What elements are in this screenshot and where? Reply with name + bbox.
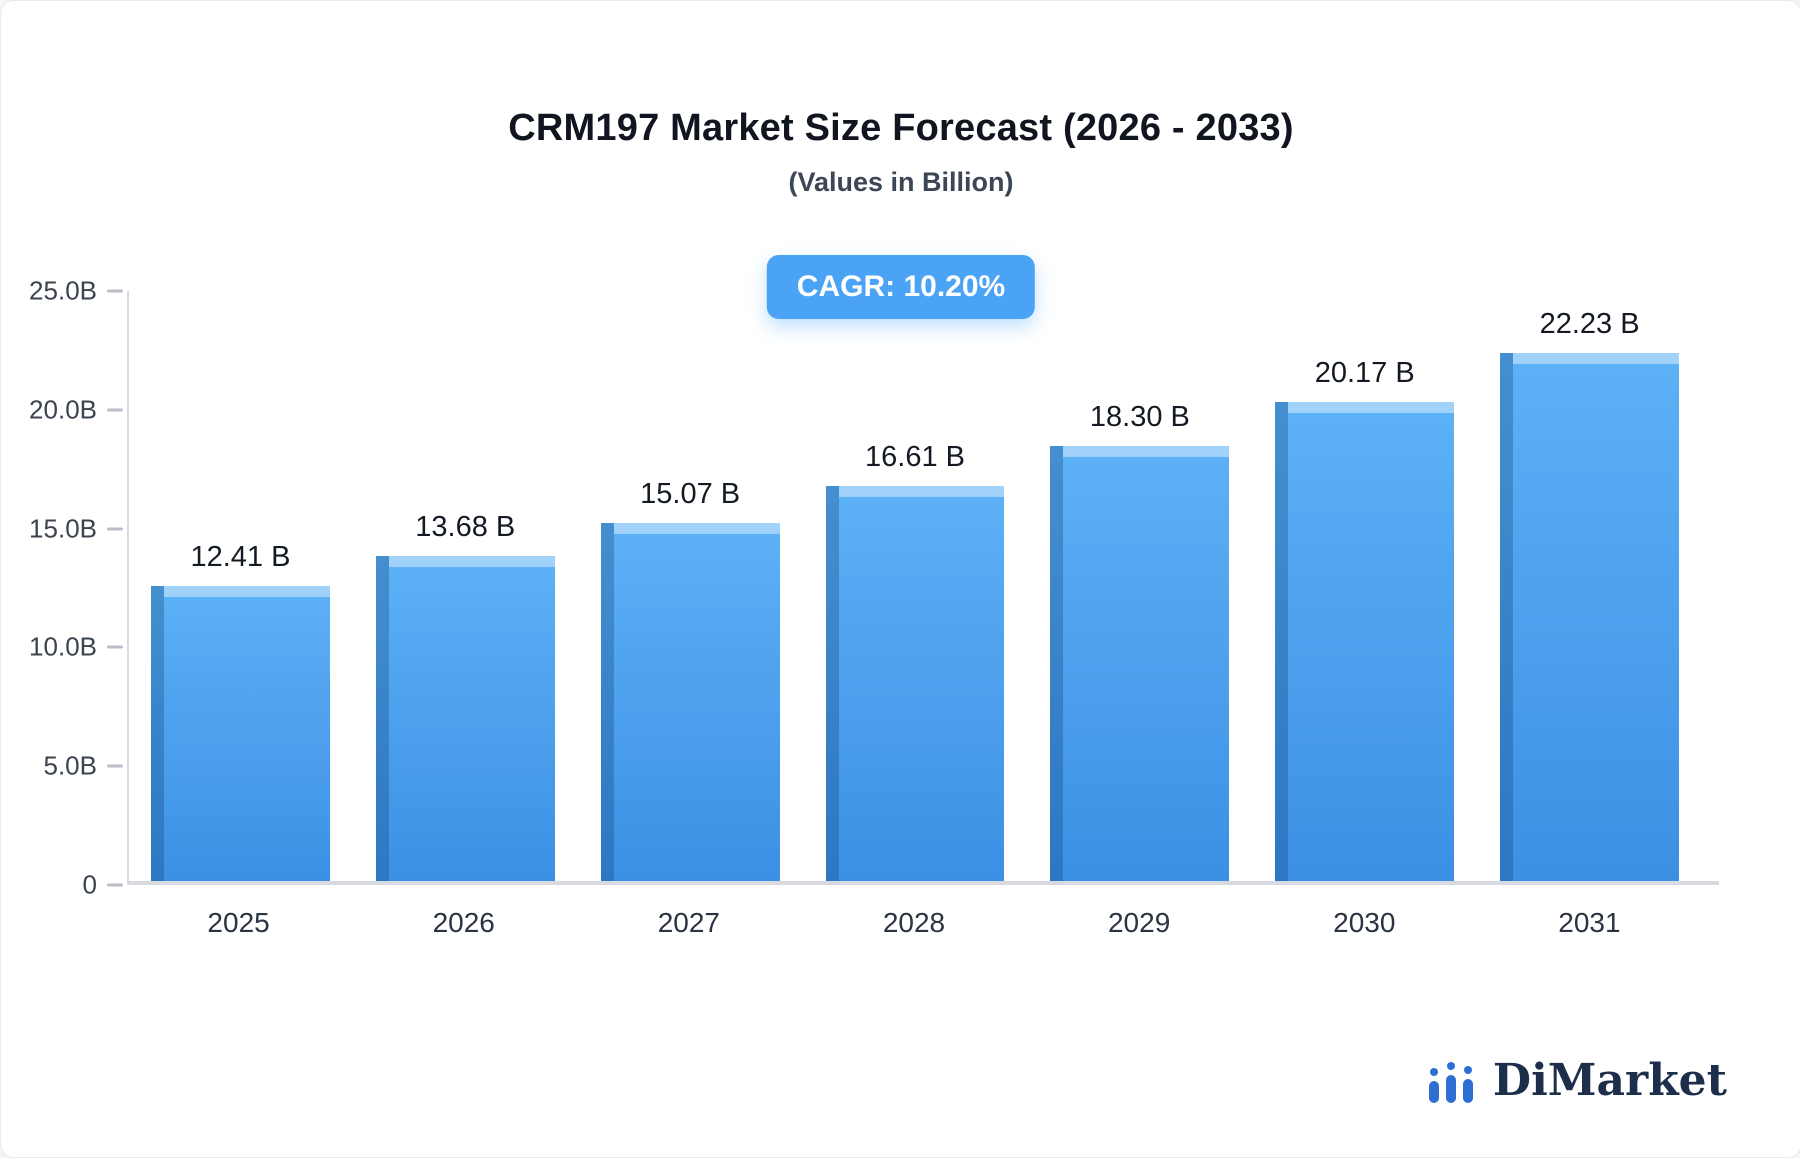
x-tick-label: 2031 xyxy=(1558,907,1621,938)
y-tick-mark xyxy=(107,764,123,768)
x-tick-label: 2027 xyxy=(657,907,720,938)
bar-value-label: 18.30 B xyxy=(1089,401,1190,433)
bar-value-label: 13.68 B xyxy=(415,511,516,543)
y-tick-mark xyxy=(107,527,123,531)
brand-logo-text: DiMarket xyxy=(1492,1055,1727,1106)
bar-column: 18.30 B xyxy=(1050,291,1230,881)
bar xyxy=(1275,402,1455,881)
chart-subtitle: (Values in Billion) xyxy=(788,167,1014,197)
bar xyxy=(825,486,1005,881)
bar-column: 22.23 B xyxy=(1500,291,1680,881)
y-tick-label: 5.0B xyxy=(43,750,98,781)
x-axis: 2025 2026 2027 2028 2029 2030 2031 xyxy=(127,907,1719,939)
y-tick: 0 xyxy=(35,870,123,901)
y-tick-label: 0 xyxy=(82,869,97,900)
bar-value-label: 22.23 B xyxy=(1539,308,1640,340)
bar-value-label: 16.61 B xyxy=(865,441,965,473)
cagr-badge: CAGR: 10.20% xyxy=(766,255,1036,319)
bar-column: 16.61 B xyxy=(825,291,1005,881)
x-tick-label: 2025 xyxy=(207,907,270,938)
bar-column: 20.17 B xyxy=(1275,291,1455,881)
y-tick: 10.0B xyxy=(29,632,123,663)
bar xyxy=(600,523,780,881)
y-tick-label: 15.0B xyxy=(29,513,97,544)
y-tick-label: 10.0B xyxy=(29,631,97,662)
y-axis: 0 5.0B 10.0B 15.0B 20.0B 25.0B xyxy=(29,276,125,900)
bar xyxy=(1500,353,1680,881)
plot-area: 12.41 B 13.68 B 15.07 B 16.61 B 18.30 B 20.17… xyxy=(127,291,1719,885)
y-tick-mark xyxy=(107,408,123,412)
y-tick-label: 20.0B xyxy=(29,394,97,425)
bar-value-label: 12.41 B xyxy=(190,541,291,573)
bar xyxy=(1050,446,1230,881)
bar-column: 13.68 B xyxy=(375,291,555,881)
brand-logo: DiMarket xyxy=(1425,1057,1727,1103)
y-tick: 20.0B xyxy=(29,394,123,425)
bar-column: 15.07 B xyxy=(600,291,780,881)
bar-value-label: 15.07 B xyxy=(640,478,741,510)
bar xyxy=(151,586,330,881)
bar-chart-icon xyxy=(1428,1062,1473,1103)
y-tick: 5.0B xyxy=(35,751,123,782)
bar-column: 12.41 B xyxy=(151,291,330,881)
bars: 12.41 B 13.68 B 15.07 B 16.61 B 18.30 B 20.17… xyxy=(129,291,1719,881)
bar-chart: 0 5.0B 10.0B 15.0B 20.0B 25.0B 12.41 B 13.68 B… xyxy=(29,276,1745,938)
x-tick-label: 2026 xyxy=(432,907,495,938)
bar-value-label: 20.17 B xyxy=(1314,357,1415,389)
chart-title: CRM197 Market Size Forecast (2026 - 2033… xyxy=(508,107,1294,149)
x-tick-label: 2028 xyxy=(882,907,946,938)
bar xyxy=(375,556,555,881)
x-tick-label: 2030 xyxy=(1333,907,1396,938)
y-tick-label: 25.0B xyxy=(29,275,97,306)
y-tick-mark xyxy=(107,645,123,649)
x-tick-label: 2029 xyxy=(1107,907,1171,938)
y-tick-mark xyxy=(107,289,123,293)
y-tick-mark xyxy=(107,883,123,887)
y-tick: 15.0B xyxy=(29,513,123,544)
y-tick: 25.0B xyxy=(29,276,123,307)
